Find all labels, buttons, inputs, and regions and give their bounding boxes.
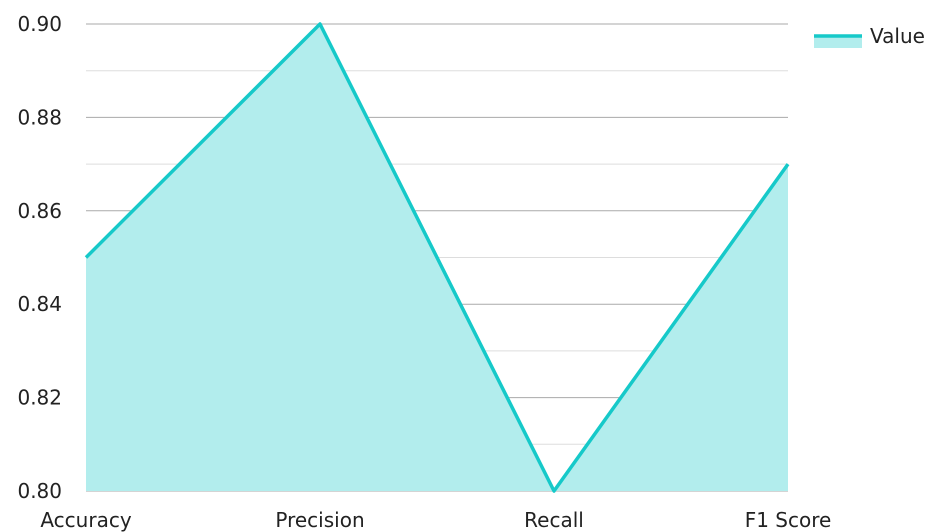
legend-label: Value — [870, 24, 925, 48]
legend-swatch-fill — [814, 36, 862, 48]
y-tick-label: 0.90 — [17, 12, 62, 36]
y-tick-label: 0.84 — [17, 292, 62, 316]
y-axis-tick-labels: 0.80 0.82 0.84 0.86 0.88 0.90 — [17, 12, 62, 503]
y-tick-label: 0.80 — [17, 479, 62, 503]
x-tick-label: Precision — [275, 508, 364, 532]
series-line — [84, 22, 790, 493]
y-tick-label: 0.82 — [17, 386, 62, 410]
x-tick-label: Recall — [524, 508, 584, 532]
x-tick-label: Accuracy — [40, 508, 131, 532]
y-tick-label: 0.88 — [17, 105, 62, 129]
y-tick-label: 0.86 — [17, 199, 62, 223]
legend: Value — [814, 24, 925, 48]
x-tick-label: F1 Score — [745, 508, 832, 532]
x-axis-tick-labels: Accuracy Precision Recall F1 Score — [40, 508, 831, 532]
